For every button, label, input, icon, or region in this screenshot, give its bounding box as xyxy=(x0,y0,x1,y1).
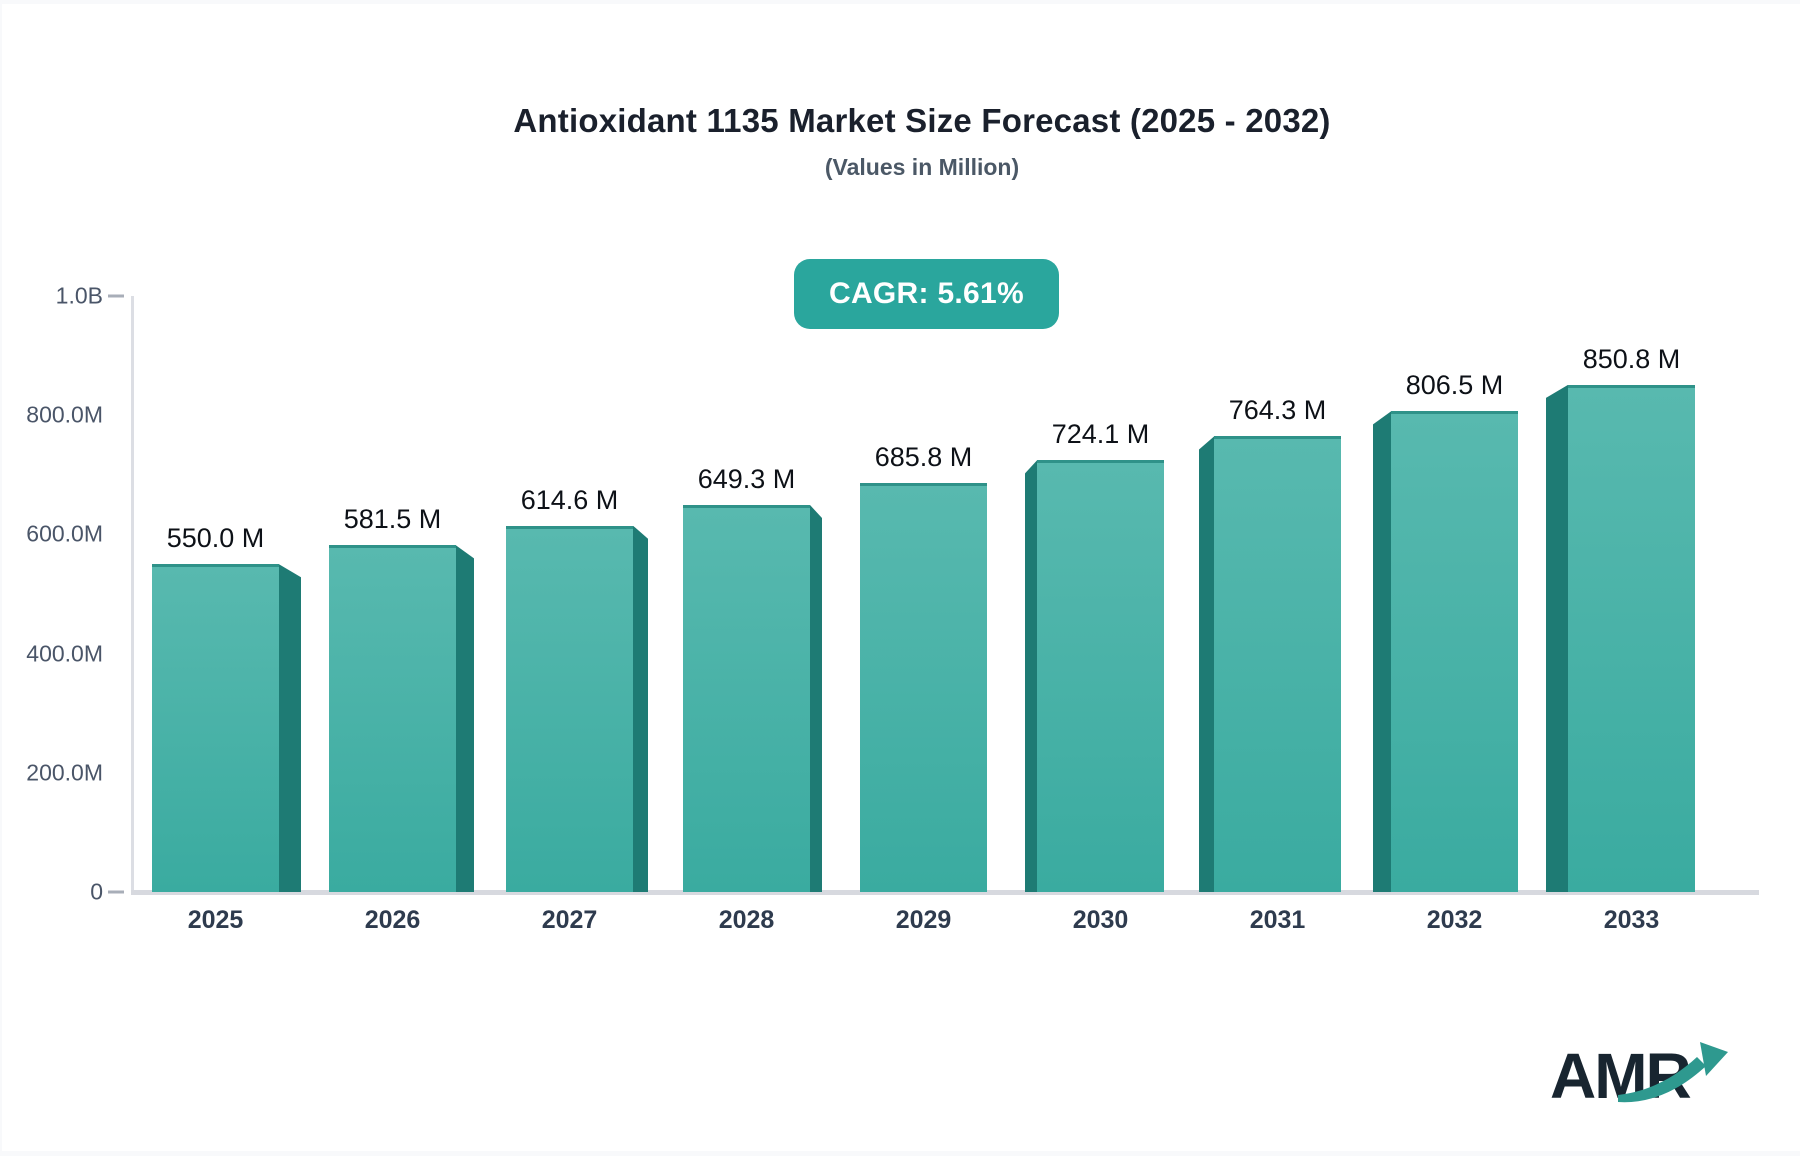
bar-2027[interactable] xyxy=(506,525,633,892)
bar-side-face-2033 xyxy=(1546,384,1568,892)
y-axis-line xyxy=(131,296,134,892)
bar-side-face-2025 xyxy=(279,564,301,892)
x-axis-category-label: 2030 xyxy=(1072,906,1129,934)
amr-logo: AMR xyxy=(1550,1042,1740,1124)
bar-2033[interactable] xyxy=(1568,384,1695,892)
x-axis-category-label: 2032 xyxy=(1426,906,1483,934)
y-axis-tick-label: 400.0M xyxy=(26,640,103,667)
y-axis-tick-mark xyxy=(108,890,124,894)
bar-side-face-2031 xyxy=(1199,436,1214,892)
bar-2026[interactable] xyxy=(329,545,456,892)
x-axis-category-label: 2027 xyxy=(541,906,598,934)
y-axis-tick-label: 1.0B xyxy=(55,282,103,309)
bar-value-label: 614.6 M xyxy=(520,484,619,515)
bar-side-face-2027 xyxy=(633,525,648,892)
bar-side-face-2026 xyxy=(456,545,474,892)
cagr-badge: CAGR: 5.61% xyxy=(794,259,1059,329)
bar-2031[interactable] xyxy=(1214,436,1341,892)
chart-card: Antioxidant 1135 Market Size Forecast (2… xyxy=(2,4,1800,1151)
bar-2029[interactable] xyxy=(860,483,987,892)
x-axis-category-label: 2033 xyxy=(1603,906,1660,934)
chart-subtitle: (Values in Million) xyxy=(824,154,1020,180)
x-axis-category-label: 2025 xyxy=(187,906,244,934)
chart-title: Antioxidant 1135 Market Size Forecast (2… xyxy=(513,102,1331,139)
bar-value-label: 724.1 M xyxy=(1051,419,1150,450)
bar-value-label: 764.3 M xyxy=(1228,395,1327,426)
bar-2030[interactable] xyxy=(1037,460,1164,892)
bar-2025[interactable] xyxy=(152,564,279,892)
x-axis-category-label: 2026 xyxy=(364,906,421,934)
y-axis-tick-label: 800.0M xyxy=(26,401,103,428)
bar-2028[interactable] xyxy=(683,505,810,892)
y-axis-tick-mark xyxy=(108,294,124,298)
y-axis-tick-label: 0 xyxy=(90,878,103,905)
bar-value-label: 550.0 M xyxy=(166,523,265,554)
growth-arrow-icon xyxy=(1618,1042,1728,1103)
x-axis-category-label: 2031 xyxy=(1249,906,1306,934)
x-axis-category-label: 2028 xyxy=(718,906,775,934)
bar-value-label: 581.5 M xyxy=(343,504,442,535)
bar-side-face-2032 xyxy=(1373,411,1391,892)
bar-value-label: 649.3 M xyxy=(697,464,796,495)
bar-2032[interactable] xyxy=(1391,411,1518,892)
bar-side-face-2030 xyxy=(1025,460,1037,892)
bar-value-label: 685.8 M xyxy=(874,442,973,473)
bar-value-label: 850.8 M xyxy=(1582,343,1681,374)
bar-value-label: 806.5 M xyxy=(1405,370,1504,401)
cagr-badge-label: CAGR: 5.61% xyxy=(828,277,1025,310)
bar-side-face-2028 xyxy=(810,505,822,892)
y-axis-tick-label: 600.0M xyxy=(26,520,103,547)
x-axis-category-label: 2029 xyxy=(895,906,952,934)
y-axis-tick-label: 200.0M xyxy=(26,759,103,786)
x-axis-baseline xyxy=(131,890,1759,895)
